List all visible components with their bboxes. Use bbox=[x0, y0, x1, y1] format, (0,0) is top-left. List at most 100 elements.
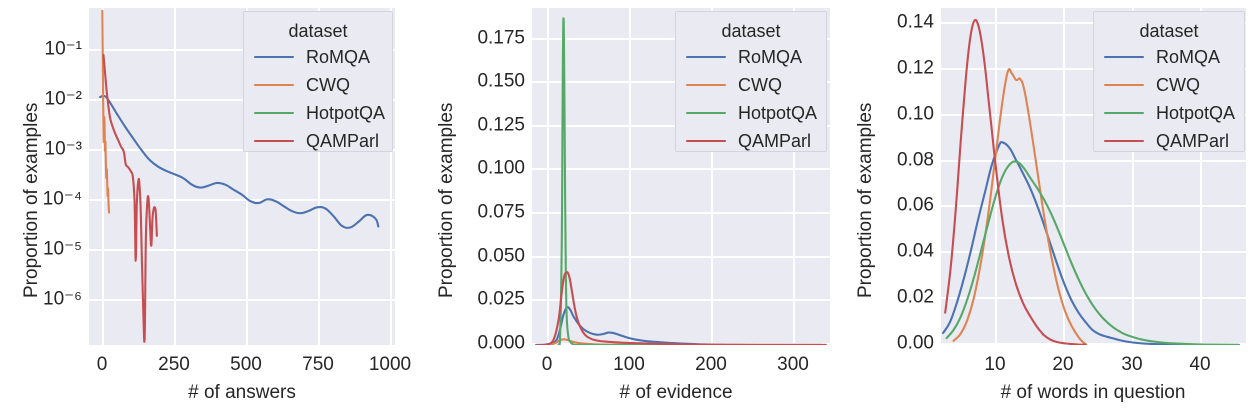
legend-swatch-cwq bbox=[254, 83, 294, 87]
legend-label: RoMQA bbox=[306, 47, 371, 67]
xtick-label: 100 bbox=[613, 354, 645, 375]
ytick-label: 0.075 bbox=[477, 201, 525, 223]
gridline-y bbox=[89, 49, 395, 51]
gridline-x bbox=[102, 8, 104, 345]
ytick-label: 0.150 bbox=[477, 70, 525, 92]
legend-item[interactable]: CWQ bbox=[686, 76, 782, 94]
legend-label: QAMParl bbox=[738, 131, 812, 151]
gridline-y bbox=[89, 199, 395, 201]
series-line-qamparl bbox=[539, 272, 826, 345]
gridline-y bbox=[532, 168, 830, 170]
gridline-x bbox=[995, 8, 997, 345]
gridline-y bbox=[532, 256, 830, 258]
ytick-label: 10⁻⁵ bbox=[42, 238, 82, 260]
legend-item[interactable]: HotpotQA bbox=[254, 104, 385, 122]
xtick-label: 10 bbox=[984, 354, 1006, 375]
legend-item[interactable]: QAMParl bbox=[254, 132, 379, 150]
gridline-x bbox=[390, 8, 392, 345]
legend-swatch-hotpotqa bbox=[686, 111, 726, 115]
xtick-label: 0 bbox=[96, 354, 108, 375]
series-line-hotpotqa bbox=[558, 18, 821, 345]
curves-panel-1 bbox=[89, 8, 395, 345]
gridline-x bbox=[793, 8, 795, 345]
gridline-x bbox=[1063, 8, 1065, 345]
panel-words: 0.14 0.12 0.10 0.08 0.06 0.04 0.02 0.00 … bbox=[838, 0, 1257, 409]
legend-label: RoMQA bbox=[1156, 47, 1221, 67]
ytick-label: 0.00 bbox=[897, 332, 934, 354]
xtick-label: 300 bbox=[777, 354, 809, 375]
gridline-y bbox=[941, 297, 1246, 299]
ytick-label: 0.14 bbox=[897, 11, 934, 33]
yaxis-title: Proportion of examples bbox=[21, 102, 42, 298]
legend-panel-2: dataset RoMQA CWQ HotpotQA QAMParl bbox=[675, 11, 827, 152]
yaxis-title: Proportion of examples bbox=[855, 102, 876, 298]
ytick-label: 0.125 bbox=[477, 114, 525, 136]
xaxis-title: # of evidence bbox=[619, 382, 733, 403]
legend-panel-1: dataset RoMQA CWQ HotpotQA QAMParl bbox=[243, 11, 393, 152]
legend-panel-3: dataset RoMQA CWQ HotpotQA QAMParl bbox=[1093, 11, 1245, 152]
legend-item[interactable]: RoMQA bbox=[254, 48, 370, 66]
ytick-label: 0.08 bbox=[897, 149, 934, 171]
curves-panel-2 bbox=[532, 8, 830, 345]
ytick-label: 0.050 bbox=[477, 245, 525, 267]
legend-item[interactable]: QAMParl bbox=[1104, 132, 1229, 150]
xtick-label: 40 bbox=[1189, 354, 1211, 375]
xtick-label: 20 bbox=[1052, 354, 1074, 375]
gridline-x bbox=[174, 8, 176, 345]
legend-label: HotpotQA bbox=[306, 103, 386, 123]
legend-swatch-qamparl bbox=[254, 139, 294, 143]
legend-swatch-qamparl bbox=[1104, 139, 1144, 143]
legend-label: CWQ bbox=[306, 75, 350, 95]
series-line-cwq bbox=[102, 11, 109, 213]
ytick-label: 0.04 bbox=[897, 240, 934, 262]
legend-item[interactable]: CWQ bbox=[1104, 76, 1200, 94]
legend-title: dataset bbox=[288, 21, 348, 41]
legend-item[interactable]: RoMQA bbox=[686, 48, 802, 66]
legend-label: CWQ bbox=[738, 75, 782, 95]
xtick-label: 200 bbox=[695, 354, 727, 375]
gridline-y bbox=[941, 205, 1246, 207]
xtick-label: 250 bbox=[158, 354, 190, 375]
legend-item[interactable]: CWQ bbox=[254, 76, 350, 94]
xtick-label: 0 bbox=[541, 354, 553, 375]
ytick-label: 10⁻² bbox=[44, 88, 83, 110]
gridline-x bbox=[629, 8, 631, 345]
gridline-y bbox=[941, 343, 1246, 345]
ytick-label: 10⁻¹ bbox=[44, 38, 83, 60]
gridline-y bbox=[532, 212, 830, 214]
gridline-y bbox=[89, 299, 395, 301]
legend-label: CWQ bbox=[1156, 75, 1200, 95]
gridline-x bbox=[318, 8, 320, 345]
gridline-x bbox=[547, 8, 549, 345]
legend-item[interactable]: HotpotQA bbox=[1104, 104, 1235, 122]
xaxis-title: # of words in question bbox=[1000, 382, 1186, 403]
panel-evidence: 0.175 0.150 0.125 0.100 0.075 0.050 0.02… bbox=[419, 0, 838, 409]
panel-answers: 10⁻¹ 10⁻² 10⁻³ 10⁻⁴ 10⁻⁵ 10⁻⁶ 0 250 500 … bbox=[0, 0, 419, 409]
series-line-qamparl bbox=[945, 20, 1086, 345]
series-line-qamparl bbox=[103, 55, 156, 342]
legend-swatch-hotpotqa bbox=[254, 111, 294, 115]
legend-swatch-qamparl bbox=[686, 139, 726, 143]
legend-swatch-romqa bbox=[686, 55, 726, 59]
gridline-y bbox=[89, 249, 395, 251]
series-line-hotpotqa bbox=[947, 161, 1239, 345]
ytick-label: 10⁻⁶ bbox=[43, 288, 82, 310]
ytick-label: 0.12 bbox=[897, 57, 934, 79]
legend-item[interactable]: HotpotQA bbox=[686, 104, 817, 122]
legend-swatch-romqa bbox=[254, 55, 294, 59]
legend-label: RoMQA bbox=[738, 47, 803, 67]
gridline-y bbox=[532, 299, 830, 301]
gridline-x bbox=[711, 8, 713, 345]
gridline-x bbox=[246, 8, 248, 345]
ytick-label: 0.025 bbox=[477, 288, 525, 310]
series-line-cwq bbox=[954, 69, 1086, 344]
legend-item[interactable]: RoMQA bbox=[1104, 48, 1220, 66]
legend-label: HotpotQA bbox=[738, 103, 818, 123]
gridline-y bbox=[89, 149, 395, 151]
ytick-label: 10⁻⁴ bbox=[42, 188, 82, 210]
ytick-label: 0.100 bbox=[477, 157, 525, 179]
legend-item[interactable]: QAMParl bbox=[686, 132, 811, 150]
ytick-label: 0.000 bbox=[477, 332, 525, 354]
legend-label: HotpotQA bbox=[1156, 103, 1236, 123]
